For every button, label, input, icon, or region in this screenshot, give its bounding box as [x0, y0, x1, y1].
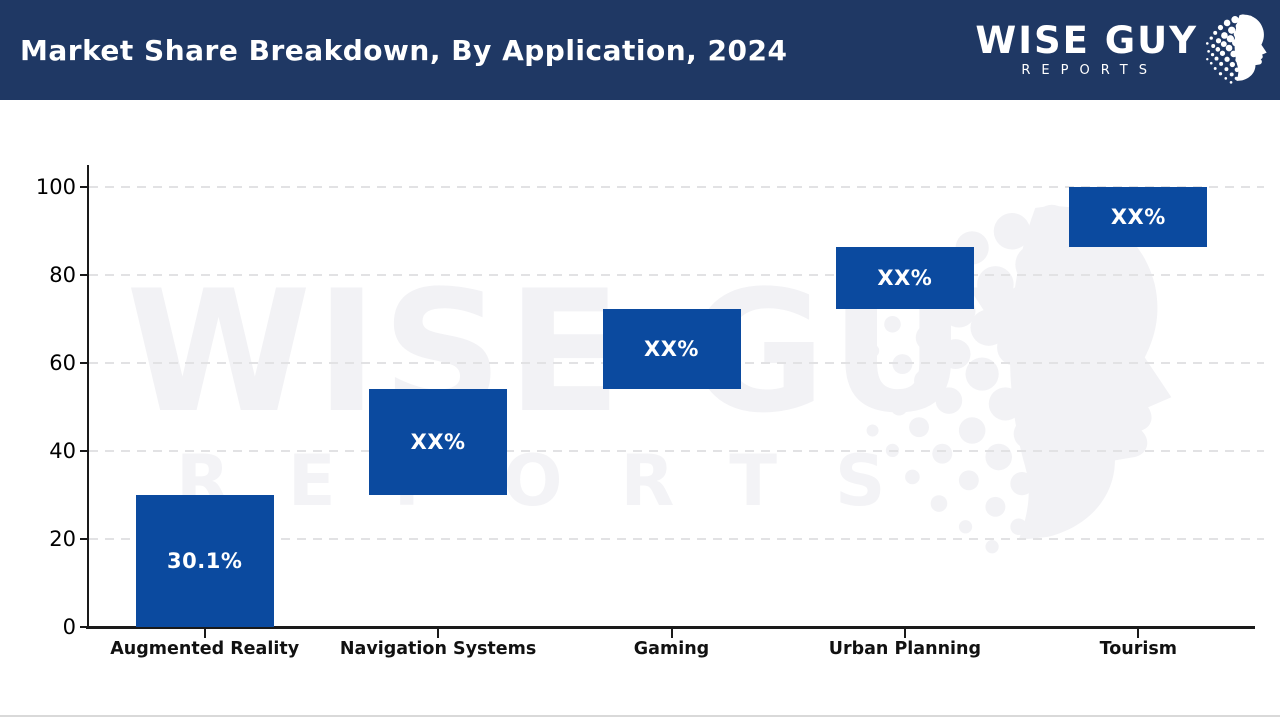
- y-tick-label-80: 80: [49, 263, 76, 287]
- x-tick-1: [437, 629, 440, 638]
- bar-2: XX%: [602, 309, 741, 389]
- category-label-0: Augmented Reality: [110, 639, 300, 659]
- x-tick-3: [903, 629, 906, 638]
- bar-value-label: 30.1%: [167, 548, 243, 573]
- watermark-line2: REPORTS: [176, 440, 944, 522]
- y-tick-label-20: 20: [49, 527, 76, 551]
- bar-1: XX%: [369, 388, 508, 495]
- header: Market Share Breakdown, By Application, …: [0, 0, 1280, 100]
- category-label-3: Urban Planning: [828, 639, 982, 659]
- page-title: Market Share Breakdown, By Application, …: [20, 33, 788, 67]
- bar-value-label: XX%: [410, 429, 466, 454]
- gridline-20: [89, 538, 1264, 540]
- gridline-80: [89, 274, 1264, 276]
- x-tick-2: [670, 629, 673, 638]
- y-tick-60: [80, 362, 88, 364]
- x-tick-0: [203, 629, 206, 638]
- brand-logo-text: WISE GUY REPORTS: [975, 18, 1198, 79]
- x-axis: [86, 626, 1255, 629]
- bar-0: 30.1%: [135, 494, 274, 627]
- category-label-4: Tourism: [1099, 639, 1177, 659]
- y-tick-label-40: 40: [49, 439, 76, 463]
- bar-value-label: XX%: [1110, 205, 1166, 230]
- brand-logo: WISE GUY REPORTS: [975, 5, 1268, 95]
- y-tick-80: [80, 274, 88, 276]
- category-label-1: Navigation Systems: [339, 639, 537, 659]
- bar-value-label: XX%: [644, 336, 699, 361]
- y-tick-label-100: 100: [35, 175, 76, 199]
- y-tick-20: [80, 538, 88, 540]
- brand-subtitle: REPORTS: [1021, 63, 1158, 79]
- x-tick-4: [1137, 629, 1140, 638]
- y-tick-0: [80, 626, 88, 628]
- y-tick-40: [80, 450, 88, 452]
- bar-4: XX%: [1069, 187, 1208, 248]
- bar-value-label: XX%: [877, 266, 933, 291]
- bar-3: XX%: [835, 247, 974, 310]
- y-tick-label-0: 0: [62, 615, 76, 639]
- y-axis: [87, 165, 89, 629]
- category-label-2: Gaming: [633, 639, 710, 659]
- y-tick-label-60: 60: [49, 351, 76, 375]
- y-tick-100: [80, 186, 88, 188]
- gridline-40: [89, 450, 1264, 452]
- brand-name: WISE GUY: [975, 18, 1198, 62]
- gridline-100: [89, 186, 1264, 188]
- footer-divider: [0, 715, 1280, 717]
